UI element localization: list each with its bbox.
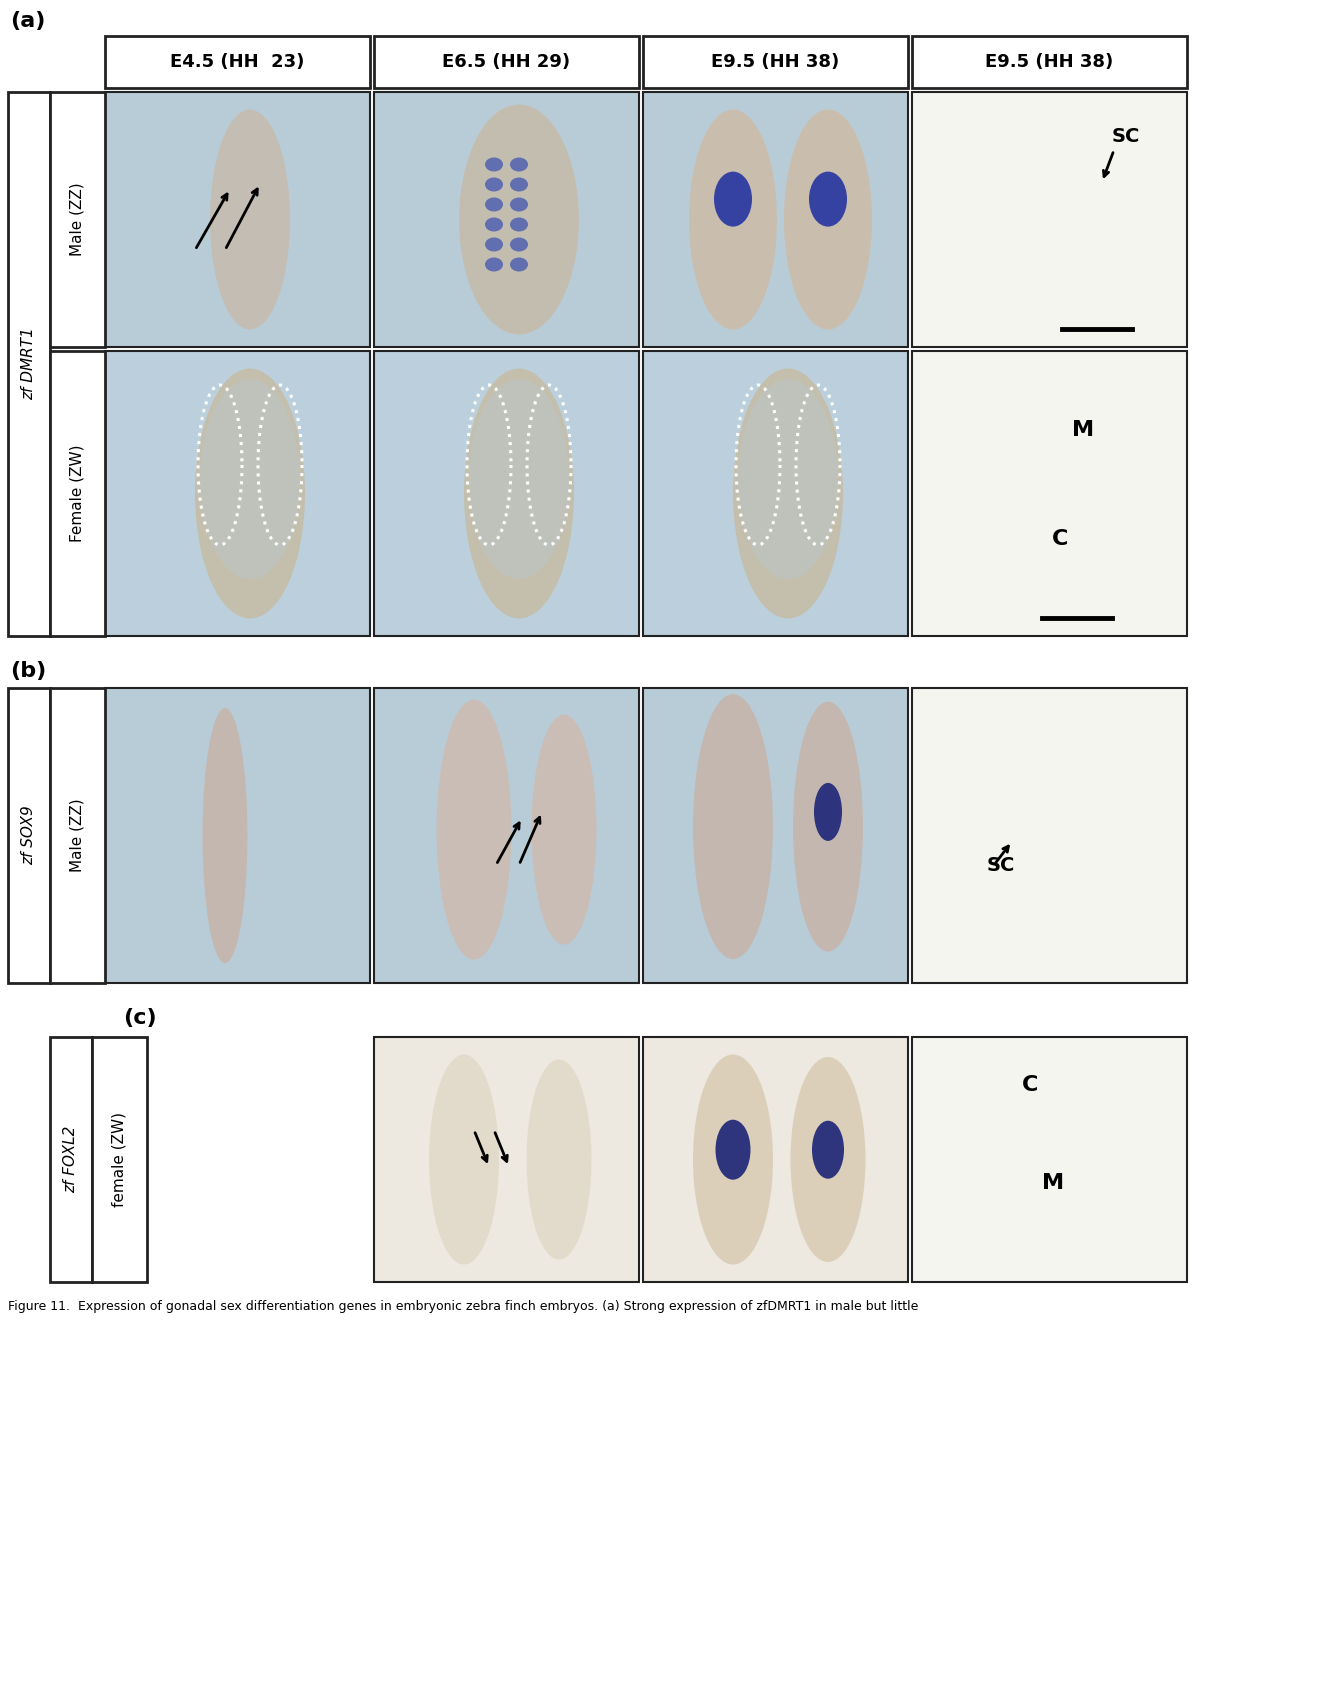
Ellipse shape xyxy=(814,783,842,841)
Bar xyxy=(643,350,908,636)
Ellipse shape xyxy=(460,105,579,335)
Text: zf FOXL2: zf FOXL2 xyxy=(64,1125,79,1193)
Bar xyxy=(105,350,370,636)
Text: (c): (c) xyxy=(123,1008,157,1029)
Text: E4.5 (HH  23): E4.5 (HH 23) xyxy=(170,52,305,71)
Ellipse shape xyxy=(715,1120,750,1179)
Ellipse shape xyxy=(510,198,527,212)
Bar xyxy=(643,91,908,347)
Ellipse shape xyxy=(790,1058,866,1262)
Ellipse shape xyxy=(200,379,300,579)
Bar xyxy=(374,689,639,983)
Bar xyxy=(374,1037,639,1283)
Text: Male (ZZ): Male (ZZ) xyxy=(71,183,85,255)
Bar xyxy=(374,91,639,347)
Bar xyxy=(51,689,105,983)
Ellipse shape xyxy=(689,110,777,330)
Ellipse shape xyxy=(429,1054,500,1264)
Text: E9.5 (HH 38): E9.5 (HH 38) xyxy=(711,52,839,71)
Text: E9.5 (HH 38): E9.5 (HH 38) xyxy=(986,52,1114,71)
Bar xyxy=(8,689,51,983)
Ellipse shape xyxy=(510,178,527,191)
Bar xyxy=(8,91,51,636)
Bar xyxy=(105,91,370,347)
Text: E6.5 (HH 29): E6.5 (HH 29) xyxy=(442,52,570,71)
Ellipse shape xyxy=(210,110,290,330)
Ellipse shape xyxy=(437,699,511,959)
Bar xyxy=(912,91,1187,347)
Bar xyxy=(51,350,105,636)
Text: SC: SC xyxy=(987,856,1015,875)
Ellipse shape xyxy=(464,369,574,619)
Bar xyxy=(92,1037,147,1283)
Bar xyxy=(912,350,1187,636)
Ellipse shape xyxy=(714,171,753,227)
Ellipse shape xyxy=(194,369,305,619)
Ellipse shape xyxy=(531,714,597,944)
Ellipse shape xyxy=(485,218,503,232)
Ellipse shape xyxy=(510,157,527,171)
Bar xyxy=(374,36,639,88)
Ellipse shape xyxy=(485,257,503,271)
Text: (b): (b) xyxy=(11,662,47,680)
Text: SC: SC xyxy=(1112,127,1140,146)
Text: zf DMRT1: zf DMRT1 xyxy=(21,328,36,401)
Ellipse shape xyxy=(469,379,569,579)
Text: female (ZW): female (ZW) xyxy=(112,1112,127,1206)
Text: M: M xyxy=(1042,1173,1064,1193)
Bar xyxy=(912,1037,1187,1283)
Bar xyxy=(912,36,1187,88)
Bar xyxy=(105,36,370,88)
Text: C: C xyxy=(1022,1074,1039,1095)
Ellipse shape xyxy=(510,257,527,271)
Ellipse shape xyxy=(510,237,527,252)
Ellipse shape xyxy=(738,379,838,579)
Bar xyxy=(643,689,908,983)
Ellipse shape xyxy=(733,369,843,619)
Text: Male (ZZ): Male (ZZ) xyxy=(71,799,85,873)
Ellipse shape xyxy=(813,1120,844,1179)
Text: C: C xyxy=(1052,530,1068,548)
Text: M: M xyxy=(1072,421,1094,440)
Text: (a): (a) xyxy=(11,12,45,30)
Text: zf SOX9: zf SOX9 xyxy=(21,805,36,865)
Text: Figure 11.  Expression of gonadal sex differentiation genes in embryonic zebra f: Figure 11. Expression of gonadal sex dif… xyxy=(8,1299,918,1313)
Ellipse shape xyxy=(510,218,527,232)
Ellipse shape xyxy=(485,157,503,171)
Bar xyxy=(51,1037,92,1283)
Bar xyxy=(643,36,908,88)
Bar xyxy=(643,1037,908,1283)
Text: Female (ZW): Female (ZW) xyxy=(71,445,85,541)
Bar xyxy=(105,689,370,983)
Bar xyxy=(51,91,105,347)
Ellipse shape xyxy=(202,707,248,963)
Bar xyxy=(912,689,1187,983)
Ellipse shape xyxy=(485,198,503,212)
Ellipse shape xyxy=(785,110,872,330)
Ellipse shape xyxy=(793,702,863,951)
Ellipse shape xyxy=(526,1059,591,1259)
Ellipse shape xyxy=(693,1054,773,1264)
Ellipse shape xyxy=(693,694,773,959)
Ellipse shape xyxy=(809,171,847,227)
Bar xyxy=(374,350,639,636)
Ellipse shape xyxy=(485,178,503,191)
Ellipse shape xyxy=(485,237,503,252)
